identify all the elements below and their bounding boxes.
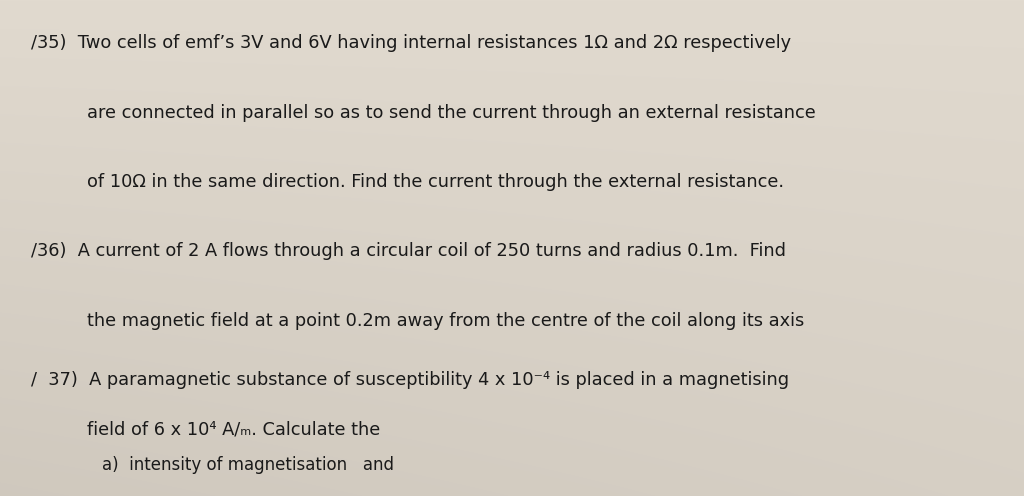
Text: /36)  A current of 2 A flows through a circular coil of 250 turns and radius 0.1: /36) A current of 2 A flows through a ci… xyxy=(31,243,785,260)
Text: field of 6 x 10⁴ A/ₘ. Calculate the: field of 6 x 10⁴ A/ₘ. Calculate the xyxy=(87,421,380,439)
Text: the magnetic field at a point 0.2m away from the centre of the coil along its ax: the magnetic field at a point 0.2m away … xyxy=(87,312,804,330)
Text: of 10Ω in the same direction. Find the current through the external resistance.: of 10Ω in the same direction. Find the c… xyxy=(87,173,784,191)
Text: /  37)  A paramagnetic substance of susceptibility 4 x 10⁻⁴ is placed in a magne: / 37) A paramagnetic substance of suscep… xyxy=(31,372,788,389)
Text: are connected in parallel so as to send the current through an external resistan: are connected in parallel so as to send … xyxy=(87,104,816,122)
Text: a)  intensity of magnetisation   and: a) intensity of magnetisation and xyxy=(102,456,394,474)
Text: /35)  Two cells of emf’s 3V and 6V having internal resistances 1Ω and 2Ω respect: /35) Two cells of emf’s 3V and 6V having… xyxy=(31,34,791,52)
